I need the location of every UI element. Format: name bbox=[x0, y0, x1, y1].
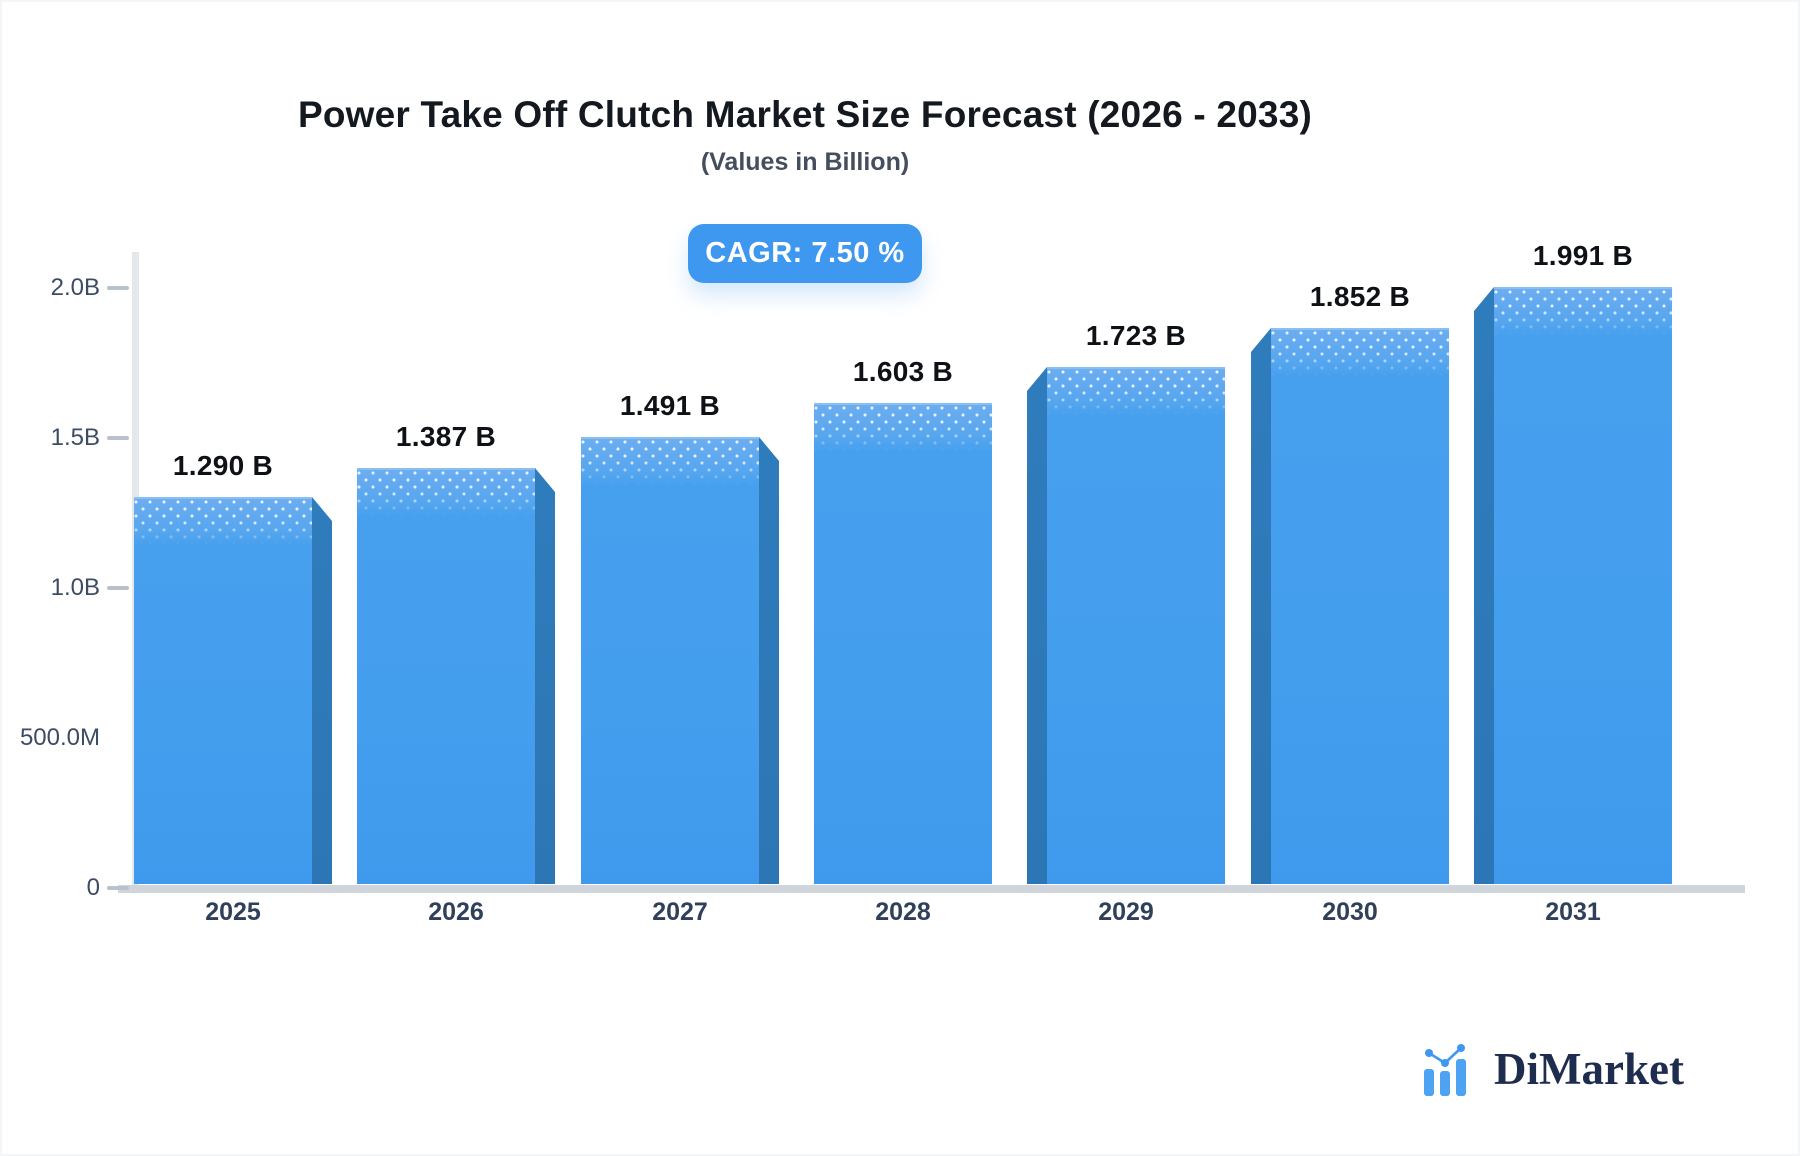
bar-top-cap bbox=[581, 439, 759, 485]
bar-value-label: 1.387 B bbox=[395, 421, 497, 452]
y-tick-dash bbox=[107, 886, 129, 890]
bar-front-face bbox=[357, 468, 535, 884]
bar-side-face bbox=[1251, 328, 1271, 884]
bar-side-face bbox=[312, 497, 332, 884]
bar-top-cap bbox=[1494, 289, 1672, 335]
bar-2026[interactable] bbox=[357, 468, 555, 884]
bar-front-face bbox=[581, 437, 759, 884]
x-tick-label: 2025 bbox=[205, 898, 261, 926]
bar-cap-dot-texture bbox=[581, 439, 759, 485]
bar-side-face bbox=[1027, 367, 1047, 884]
bar-value-label: 1.290 B bbox=[172, 450, 274, 481]
bar-cap-dot-texture bbox=[134, 499, 312, 545]
chart-subtitle: (Values in Billion) bbox=[700, 148, 910, 176]
x-tick-label: 2029 bbox=[1098, 898, 1154, 926]
bar-2027[interactable] bbox=[581, 437, 779, 884]
bar-value-label: 1.603 B bbox=[852, 356, 954, 387]
bar-cap-dot-texture bbox=[357, 470, 535, 516]
bar-2031[interactable] bbox=[1474, 287, 1672, 884]
brand-logo-text: DiMarket bbox=[1494, 1044, 1684, 1094]
bar-front-face bbox=[814, 403, 992, 884]
bar-top-cap bbox=[357, 470, 535, 516]
y-tick-dash bbox=[107, 436, 129, 440]
x-axis-baseline bbox=[118, 885, 1745, 893]
y-tick-label: 500.0M bbox=[19, 724, 100, 751]
bar-front-face bbox=[134, 497, 312, 884]
chart-title: Power Take Off Clutch Market Size Foreca… bbox=[298, 94, 1312, 135]
bar-value-label: 1.852 B bbox=[1309, 281, 1411, 312]
bar-side-face bbox=[535, 468, 555, 884]
cagr-badge-label: CAGR: 7.50 % bbox=[705, 237, 905, 269]
x-tick-label: 2027 bbox=[652, 898, 708, 926]
y-tick-label: 1.5B bbox=[50, 424, 100, 451]
y-tick-dash bbox=[107, 286, 129, 290]
y-tick-dash bbox=[107, 586, 129, 590]
bar-value-label: 1.491 B bbox=[619, 390, 721, 421]
x-tick-label: 2028 bbox=[875, 898, 931, 926]
bar-front-face bbox=[1271, 328, 1449, 884]
y-tick-label: 1.0B bbox=[50, 574, 100, 601]
bar-top-cap bbox=[134, 499, 312, 545]
x-tick-label: 2030 bbox=[1322, 898, 1378, 926]
bar-chart-icon bbox=[1424, 1044, 1466, 1096]
bar-top-cap bbox=[814, 405, 992, 451]
bar-cap-dot-texture bbox=[814, 405, 992, 451]
bar-cap-dot-texture bbox=[1494, 289, 1672, 335]
bar-value-label: 1.723 B bbox=[1085, 320, 1187, 351]
bar-2030[interactable] bbox=[1251, 328, 1449, 884]
bar-side-face bbox=[1474, 287, 1494, 884]
bar-cap-dot-texture bbox=[1047, 369, 1225, 415]
brand-logo: DiMarket bbox=[1420, 1040, 1684, 1098]
cagr-badge: CAGR: 7.50 % bbox=[688, 224, 922, 283]
y-tick-label: 2.0B bbox=[50, 274, 100, 301]
bar-side-face bbox=[759, 437, 779, 884]
bar-2029[interactable] bbox=[1027, 367, 1225, 884]
bar-cap-dot-texture bbox=[1271, 330, 1449, 376]
bar-front-face bbox=[1494, 287, 1672, 884]
bar-2025[interactable] bbox=[134, 497, 332, 884]
x-tick-label: 2031 bbox=[1545, 898, 1601, 926]
bar-value-label: 1.991 B bbox=[1532, 240, 1634, 271]
bar-top-cap bbox=[1047, 369, 1225, 415]
y-tick-label: 0 bbox=[86, 874, 100, 901]
x-tick-label: 2026 bbox=[428, 898, 484, 926]
bar-2028[interactable] bbox=[814, 403, 992, 884]
bar-top-cap bbox=[1271, 330, 1449, 376]
bar-front-face bbox=[1047, 367, 1225, 884]
